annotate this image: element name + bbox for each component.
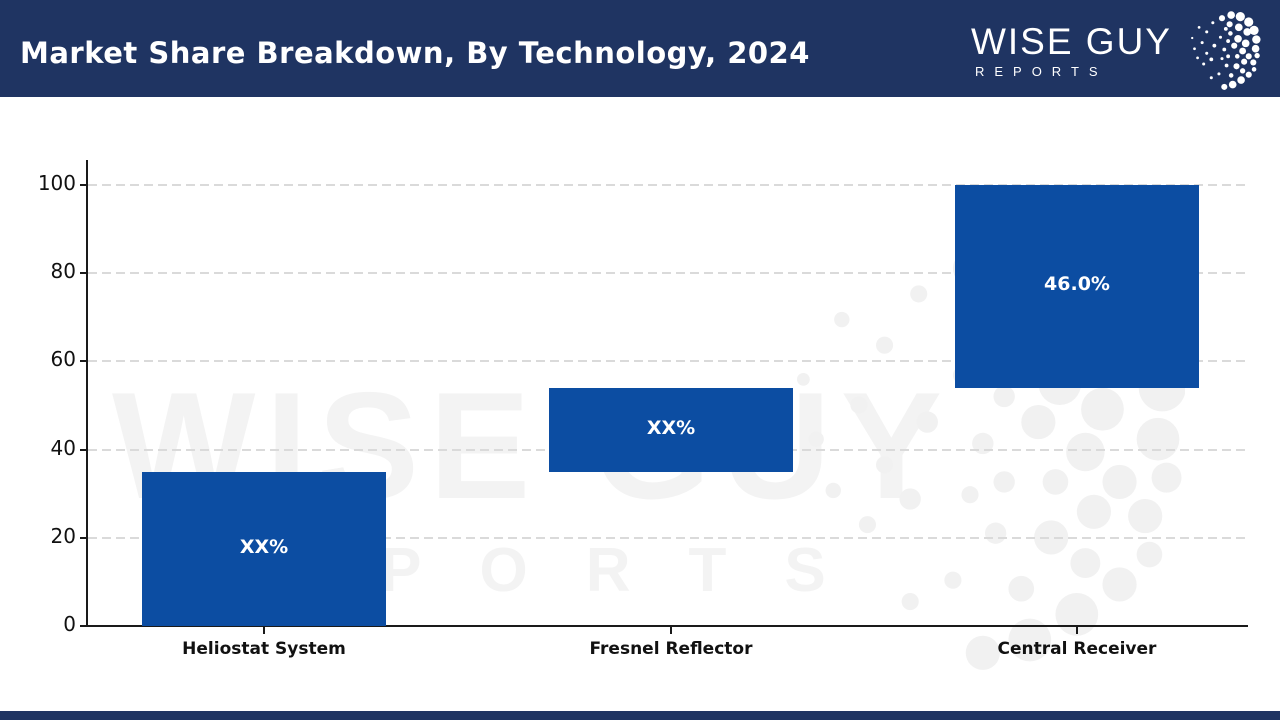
x-axis [86,625,1248,627]
bar-value-label: XX% [646,416,696,439]
grid-line [88,536,1248,539]
y-tick [80,536,87,539]
brand-logo-text: WISE GUY REPORTS [971,23,1172,79]
x-tick-label: Central Receiver [997,639,1157,659]
grid-line [88,360,1248,363]
bar [549,387,793,472]
y-tick-label: 40 [50,435,76,460]
y-tick [80,360,87,363]
brand-logo: WISE GUY REPORTS [971,5,1280,93]
brand-subname: REPORTS [974,63,1108,79]
x-tick [263,627,265,634]
y-tick-label: 100 [37,171,76,195]
y-axis [86,160,88,627]
page-title: Market Share Breakdown, By Technology, 2… [20,35,810,70]
bar-value-label: XX% [239,535,289,558]
y-tick [80,184,87,186]
x-tick-label: Heliostat System [182,639,346,659]
y-tick-label: 0 [63,612,76,636]
y-tick-label: 60 [50,347,76,372]
x-tick [1076,627,1078,634]
bar-value-label: 46.0% [1044,273,1110,296]
bar [955,185,1199,388]
bar [142,471,386,626]
y-tick [80,448,87,451]
brand-name: WISE GUY [970,20,1172,62]
y-tick [80,625,87,627]
grid-line [88,272,1248,275]
y-tick-label: 80 [50,259,76,284]
brand-face-icon [1191,10,1261,90]
x-tick [670,627,672,634]
y-tick-label: 20 [50,523,76,548]
y-tick [80,272,87,275]
grid-line [88,184,1248,186]
footer-bar [0,711,1280,720]
x-tick-label: Fresnel Reflector [589,639,753,659]
header: Market Share Breakdown, By Technology, 2… [0,0,1280,97]
